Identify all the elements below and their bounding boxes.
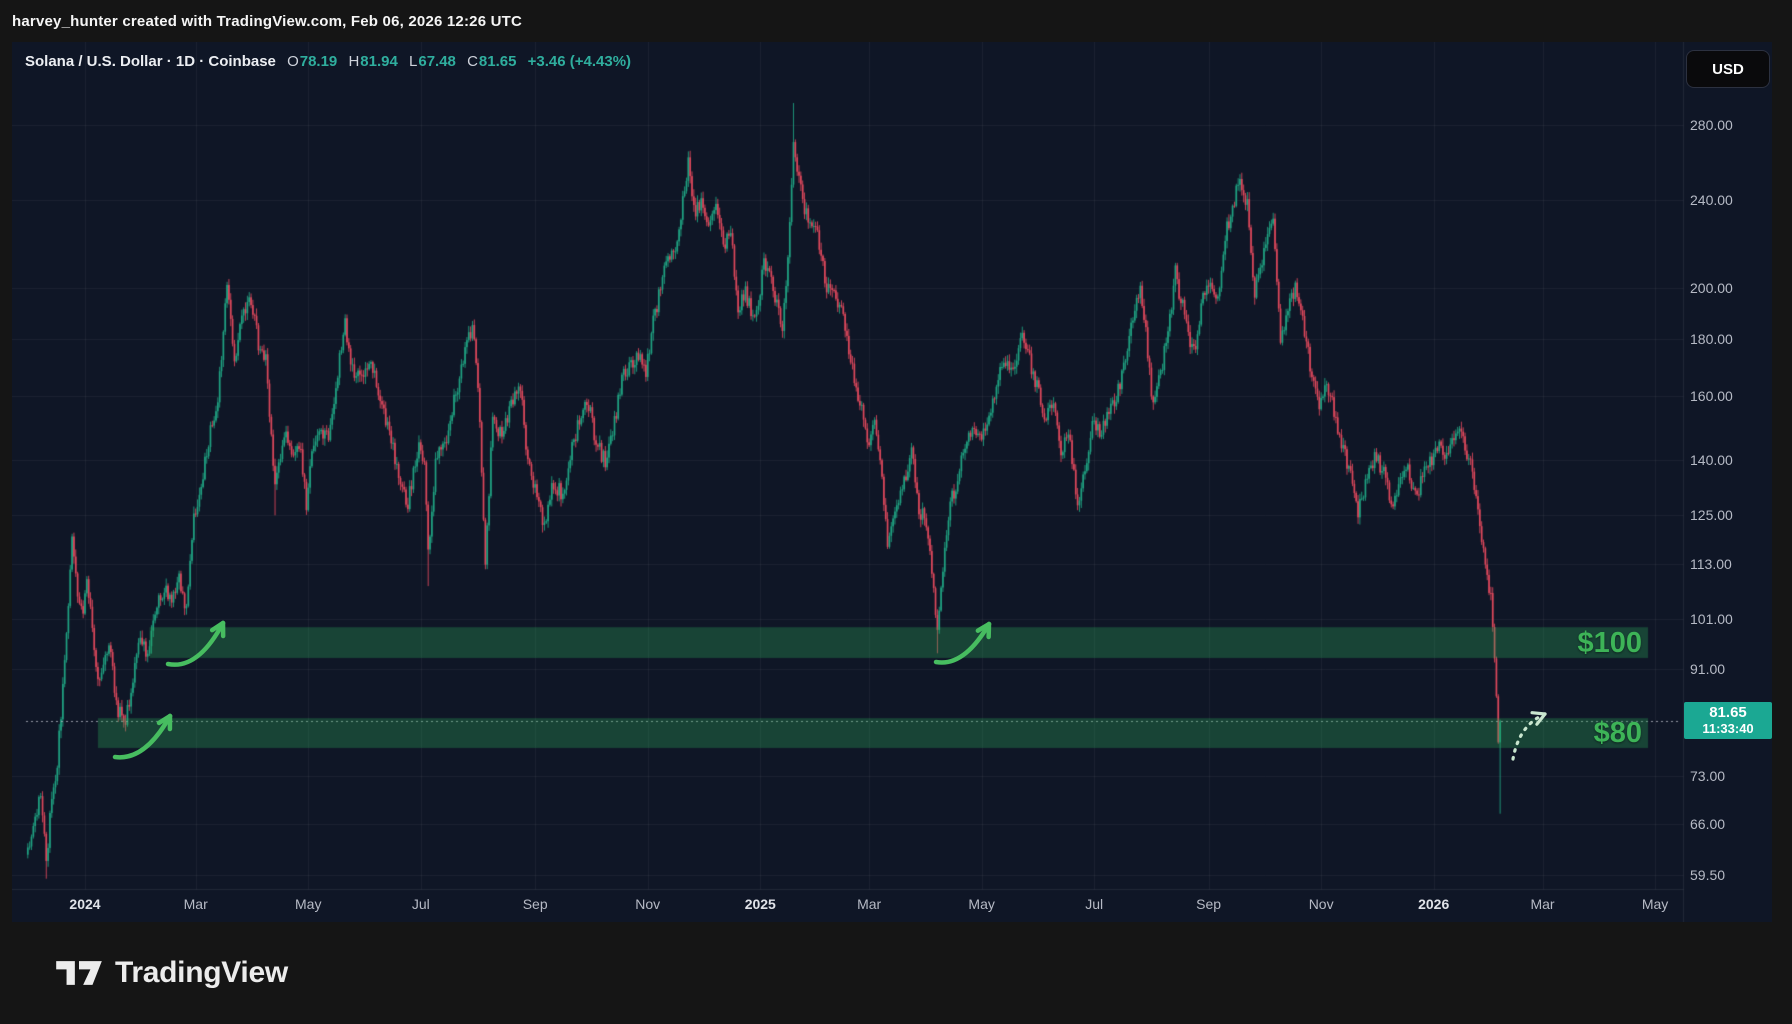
price-tick-label: 200.00 bbox=[1690, 279, 1733, 296]
time-axis-label: Mar bbox=[183, 896, 208, 912]
tradingview-logo[interactable]: TradingView bbox=[55, 956, 288, 990]
branding-bar: TradingView bbox=[0, 922, 1792, 1024]
tradingview-wordmark: TradingView bbox=[115, 956, 288, 989]
price-tick-label: 140.00 bbox=[1690, 452, 1733, 469]
attribution-text: harvey_hunter created with TradingView.c… bbox=[12, 12, 523, 30]
zone-label-100[interactable]: $100 bbox=[1577, 626, 1642, 659]
price-tick-label: 59.50 bbox=[1690, 866, 1726, 883]
price-chart-canvas[interactable] bbox=[12, 42, 1772, 922]
time-axis-label: May bbox=[295, 896, 322, 912]
time-axis-label: 2025 bbox=[744, 896, 776, 912]
time-axis-label: Mar bbox=[857, 896, 882, 912]
close-value: 81.65 bbox=[478, 53, 517, 70]
time-axis-label: May bbox=[968, 896, 995, 912]
low-label: L bbox=[409, 53, 418, 70]
price-tick-label: 91.00 bbox=[1690, 660, 1726, 677]
price-tick-label: 66.00 bbox=[1690, 816, 1726, 833]
price-tick-label: 180.00 bbox=[1690, 330, 1733, 347]
zone-label-80[interactable]: $80 bbox=[1593, 717, 1642, 750]
tradingview-logo-icon bbox=[56, 961, 102, 985]
last-price-value: 81.65 bbox=[1709, 704, 1747, 722]
open-label: O bbox=[287, 53, 299, 70]
open-value: 78.19 bbox=[299, 53, 338, 70]
price-tick-label: 101.00 bbox=[1690, 610, 1733, 627]
time-axis-label: Jul bbox=[1085, 896, 1104, 912]
time-axis-label: Nov bbox=[1308, 896, 1334, 912]
time-axis-label: May bbox=[1641, 896, 1669, 912]
time-axis-label: 2024 bbox=[69, 896, 101, 912]
change-value: +3.46 (+4.43%) bbox=[527, 53, 632, 70]
time-axis-label: Nov bbox=[635, 896, 661, 912]
chart-legend: Solana / U.S. Dollar · 1D · Coinbase O78… bbox=[25, 53, 631, 70]
time-axis-label: Mar bbox=[1530, 896, 1555, 912]
price-tick-label: 125.00 bbox=[1690, 507, 1733, 524]
currency-usd-button[interactable]: USD bbox=[1686, 50, 1770, 88]
low-value: 67.48 bbox=[418, 53, 456, 70]
high-label: H bbox=[348, 53, 360, 70]
price-tick-label: 73.00 bbox=[1690, 767, 1726, 784]
time-axis-label: Sep bbox=[522, 896, 548, 912]
price-tick-label: 160.00 bbox=[1690, 387, 1733, 404]
close-label: C bbox=[467, 53, 478, 70]
price-tick-label: 280.00 bbox=[1690, 117, 1733, 133]
price-tick-label: 240.00 bbox=[1690, 191, 1733, 208]
chart-panel: Solana / U.S. Dollar · 1D · Coinbase O78… bbox=[12, 42, 1772, 922]
price-tick-label: 113.00 bbox=[1690, 556, 1732, 573]
last-price-label: 81.65 11:33:40 bbox=[1684, 702, 1772, 740]
time-axis-label: Sep bbox=[1196, 896, 1222, 912]
attribution-bar: harvey_hunter created with TradingView.c… bbox=[0, 0, 1792, 42]
high-value: 81.94 bbox=[360, 53, 398, 70]
symbol-title[interactable]: Solana / U.S. Dollar · 1D · Coinbase bbox=[25, 53, 276, 70]
time-axis-label: Jul bbox=[411, 896, 430, 912]
time-axis-label: 2026 bbox=[1418, 896, 1450, 912]
bar-countdown: 11:33:40 bbox=[1702, 721, 1754, 737]
